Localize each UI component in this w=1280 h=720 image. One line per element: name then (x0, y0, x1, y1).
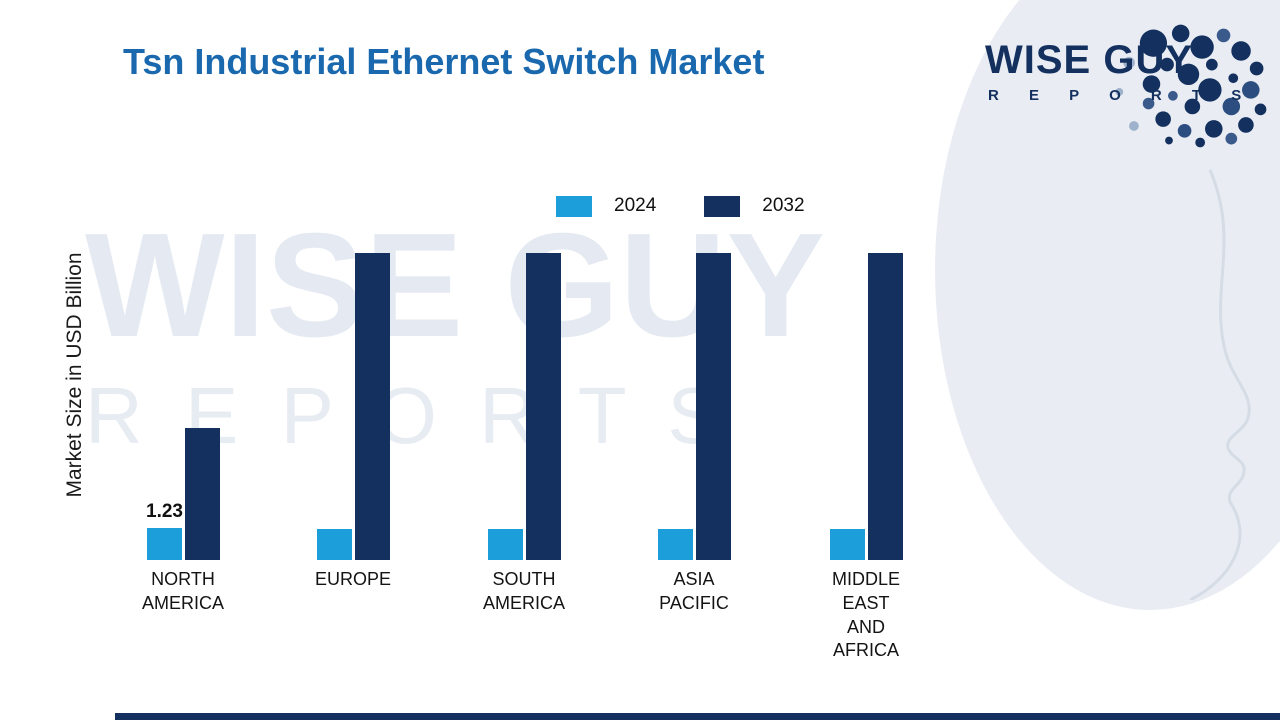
legend-swatch-2032 (704, 195, 741, 217)
bar-value-label: 1.23 (146, 501, 183, 522)
bar-2024-south-america (487, 529, 523, 560)
category-label-asia-pacific: ASIA PACIFIC (659, 569, 729, 613)
category-label-north-america: NORTH AMERICA (141, 569, 224, 613)
logo-subtext: R E P O R T S (988, 87, 1255, 104)
y-axis-label: Market Size in USD Billion (63, 252, 86, 498)
legend: 2024 2032 (556, 195, 805, 217)
face-profile-line (1189, 169, 1251, 600)
category-label-south-america: SOUTH AMERICA (482, 569, 565, 613)
bar-2032-south-america (525, 253, 561, 560)
logo-wordmark: WISE GUY (985, 38, 1194, 82)
bar-2032-north-america (184, 428, 220, 560)
bar-group-asia-pacific (657, 253, 731, 560)
plot-area: 1.23 (0, 250, 1280, 560)
bar-2024-europe (316, 529, 352, 560)
bar-group-north-america: 1.23 (146, 428, 220, 560)
legend-label-2032: 2032 (762, 195, 805, 216)
legend-swatch-2024 (556, 195, 592, 217)
bar-2024-middle-east-and-africa (829, 529, 865, 560)
brand-logo: WISE GUY R E P O R T S (985, 40, 1254, 104)
bar-2032-europe (354, 253, 390, 560)
bar-2032-asia-pacific (695, 253, 731, 560)
bar-group-europe (316, 253, 390, 560)
bar-2032-middle-east-and-africa (867, 253, 903, 560)
dotted-head-icon (1115, 24, 1267, 148)
category-label-europe: EUROPE (314, 569, 392, 589)
bar-2024-north-america (146, 528, 182, 560)
chart-title: Tsn Industrial Ethernet Switch Market (123, 41, 765, 82)
bar-group-middle-east-and-africa (829, 253, 903, 560)
bar-2024-asia-pacific (657, 529, 693, 560)
footer-bar (115, 713, 1280, 720)
bar-group-south-america (487, 253, 561, 560)
category-label-middle-east-and-africa: MIDDLE EAST AND AFRICA (831, 569, 900, 661)
legend-label-2024: 2024 (614, 195, 657, 216)
